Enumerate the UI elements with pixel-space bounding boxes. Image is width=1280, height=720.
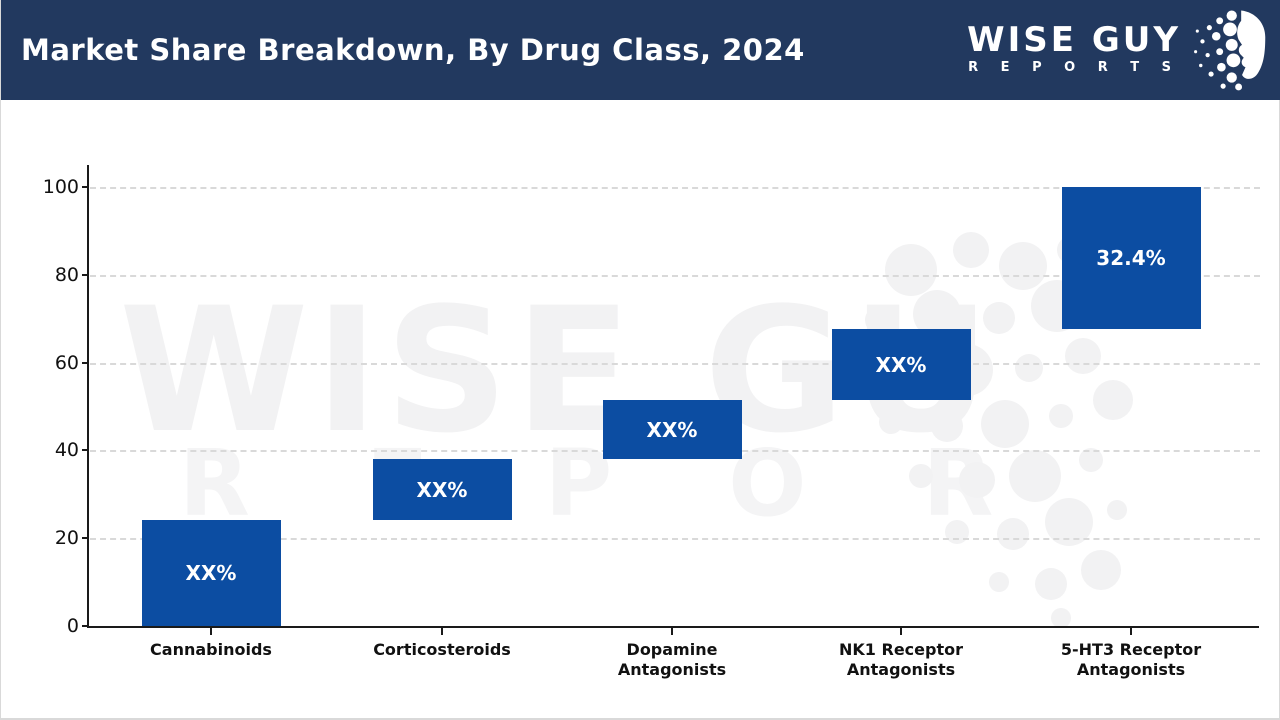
bar-5-ht3-receptor-antagonists: 32.4% [1061, 187, 1201, 330]
category-label-3: NK1 Receptor Antagonists [786, 640, 1016, 680]
category-label-line: Antagonists [846, 660, 956, 679]
category-label-line: Cannabinoids [150, 640, 272, 659]
y-tick-mark-40 [82, 449, 89, 452]
header-bar: Market Share Breakdown, By Drug Class, 2… [1, 0, 1280, 100]
category-label-line: Corticosteroids [373, 640, 511, 659]
y-tick-label-40: 40 [54, 439, 79, 462]
y-tick-mark-80 [82, 273, 89, 276]
bar-value-label: XX% [416, 477, 468, 502]
bar-value-label: XX% [185, 561, 237, 586]
y-tick-label-60: 60 [54, 351, 79, 374]
gridline-20 [90, 538, 1260, 541]
y-tick-mark-60 [82, 361, 89, 364]
x-tick-mark-1 [441, 628, 443, 635]
gridline-80 [90, 274, 1260, 277]
bar-value-label: XX% [875, 352, 927, 377]
brand-logo: WISE GUY R E P O R T S [967, 0, 1273, 100]
brand-subtitle: R E P O R T S [968, 60, 1181, 75]
x-tick-mark-4 [1130, 628, 1132, 635]
y-tick-mark-20 [82, 537, 89, 540]
gridline-60 [90, 362, 1260, 365]
bar-dopamine-antagonists: XX% [602, 400, 742, 460]
page-title: Market Share Breakdown, By Drug Class, 2… [21, 33, 805, 67]
brand-logo-text: WISE GUY R E P O R T S [967, 23, 1181, 77]
category-label-line: Antagonists [1076, 660, 1186, 679]
bar-nk1-receptor-antagonists: XX% [831, 329, 971, 401]
category-label-line: 5-HT3 Receptor [1060, 640, 1202, 659]
y-axis-line [87, 165, 89, 628]
bar-cannabinoids: XX% [141, 520, 281, 626]
y-tick-label-100: 100 [42, 176, 79, 198]
brand-head-icon [1194, 10, 1266, 91]
bar-corticosteroids: XX% [372, 459, 512, 521]
y-tick-label-0: 0 [66, 615, 79, 637]
category-label-line: NK1 Receptor [839, 640, 963, 659]
y-tick-label-80: 80 [54, 263, 79, 286]
category-label-2: Dopamine Antagonists [557, 640, 787, 680]
category-label-line: Antagonists [617, 660, 727, 679]
bar-value-label: XX% [646, 417, 698, 442]
x-axis-line [87, 626, 1259, 628]
y-tick-label-20: 20 [54, 527, 79, 550]
waterfall-chart: 0 20 40 60 80 100 XX% XX% XX% XX% 32.4% Cannabinoid… [1, 100, 1280, 718]
y-tick-mark-0 [82, 625, 89, 627]
category-label-line: Dopamine [626, 640, 718, 659]
x-tick-mark-3 [900, 628, 902, 635]
category-label-4: 5-HT3 Receptor Antagonists [1016, 640, 1246, 680]
brand-name: WISE GUY [967, 20, 1181, 60]
y-tick-mark-100 [82, 186, 89, 188]
x-tick-mark-0 [210, 628, 212, 635]
category-label-0: Cannabinoids [96, 640, 326, 660]
gridline-100 [90, 187, 1260, 189]
bar-value-label: 32.4% [1096, 246, 1166, 271]
x-tick-mark-2 [671, 628, 673, 635]
category-label-1: Corticosteroids [327, 640, 557, 660]
